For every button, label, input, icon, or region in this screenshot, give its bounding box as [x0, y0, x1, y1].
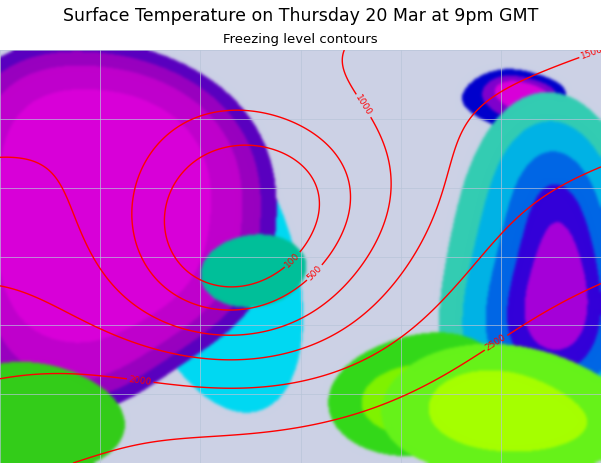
Text: 1000: 1000: [353, 94, 374, 118]
Text: Freezing level contours: Freezing level contours: [223, 32, 378, 45]
Text: Surface Temperature on Thursday 20 Mar at 9pm GMT: Surface Temperature on Thursday 20 Mar a…: [63, 7, 538, 25]
Text: 2000: 2000: [128, 375, 152, 387]
Text: 100: 100: [283, 250, 302, 269]
Text: 500: 500: [305, 263, 324, 282]
Text: 2500: 2500: [484, 333, 508, 353]
Text: 1500: 1500: [579, 45, 601, 61]
